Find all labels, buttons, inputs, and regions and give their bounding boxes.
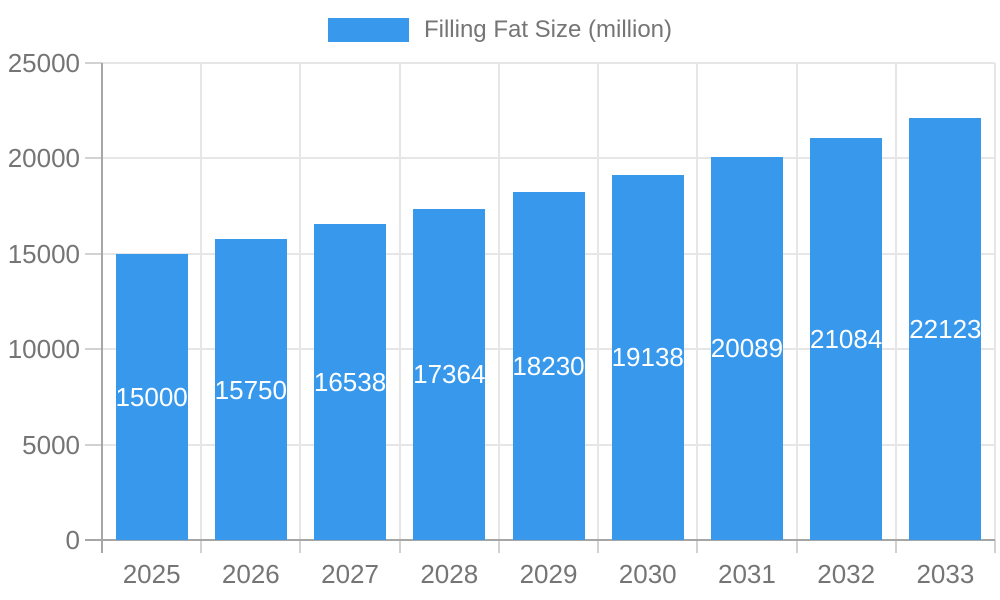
bar xyxy=(413,208,486,540)
y-gridline xyxy=(102,62,995,64)
bar xyxy=(909,117,982,540)
x-tick-mark xyxy=(299,540,302,553)
x-gridline xyxy=(299,63,302,540)
y-tick-label: 10000 xyxy=(7,334,80,365)
x-gridline xyxy=(497,63,500,540)
bar xyxy=(115,253,188,540)
bar xyxy=(214,239,287,540)
y-gridline xyxy=(102,157,995,160)
bar-value-label: 22123 xyxy=(909,313,982,344)
x-gridline xyxy=(795,63,798,540)
y-tick-mark xyxy=(85,157,102,160)
x-gridline xyxy=(894,63,897,540)
y-tick-mark xyxy=(85,443,102,446)
bar xyxy=(512,192,585,540)
x-gridline xyxy=(398,63,401,540)
x-tick-label: 2032 xyxy=(817,559,876,589)
y-tick-label: 5000 xyxy=(22,429,80,460)
x-tick-label: 2026 xyxy=(221,559,280,589)
x-tick-label: 2030 xyxy=(618,559,677,589)
bar-value-label: 17364 xyxy=(413,359,486,390)
legend-label: Filling Fat Size (million) xyxy=(423,16,673,43)
x-tick-mark xyxy=(200,540,203,553)
y-tick-label: 25000 xyxy=(7,48,80,78)
x-tick-mark xyxy=(795,540,798,553)
y-tick-label: 20000 xyxy=(7,143,80,174)
bar-value-label: 16538 xyxy=(313,367,387,398)
x-tick-mark xyxy=(894,540,897,553)
bar-value-label: 21084 xyxy=(810,323,883,354)
x-tick-label: 2027 xyxy=(321,559,379,589)
y-tick-label: 15000 xyxy=(7,238,80,269)
x-gridline xyxy=(597,63,600,540)
chart-legend: Filling Fat Size (million) xyxy=(0,17,1000,43)
x-tick-label: 2028 xyxy=(420,559,479,589)
x-tick-label: 2033 xyxy=(916,559,975,589)
bar xyxy=(611,174,684,540)
y-axis-line xyxy=(101,63,103,553)
bar-value-label: 15750 xyxy=(214,374,287,405)
x-tick-mark xyxy=(398,540,401,553)
y-tick-mark xyxy=(85,62,102,64)
legend-swatch xyxy=(327,18,409,42)
y-tick-mark xyxy=(85,348,102,351)
bar-value-label: 15000 xyxy=(115,381,188,412)
bar-value-label: 19138 xyxy=(611,342,684,373)
y-tick-mark xyxy=(85,252,102,255)
x-tick-mark xyxy=(597,540,600,553)
x-gridline xyxy=(696,63,699,540)
bar xyxy=(810,137,883,540)
x-tick-mark xyxy=(497,540,500,553)
x-tick-label: 2031 xyxy=(718,559,776,589)
bar xyxy=(314,224,387,540)
x-tick-mark xyxy=(696,540,699,553)
bar-value-label: 20089 xyxy=(710,333,784,364)
x-gridline xyxy=(200,63,203,540)
y-tick-label: 0 xyxy=(65,525,80,555)
x-axis-line xyxy=(85,539,995,541)
bar-value-label: 18230 xyxy=(512,351,585,382)
x-tick-label: 2025 xyxy=(122,559,181,589)
x-gridline xyxy=(994,63,996,540)
x-tick-label: 2029 xyxy=(519,559,578,589)
bar xyxy=(710,156,783,540)
x-tick-mark xyxy=(994,540,996,553)
